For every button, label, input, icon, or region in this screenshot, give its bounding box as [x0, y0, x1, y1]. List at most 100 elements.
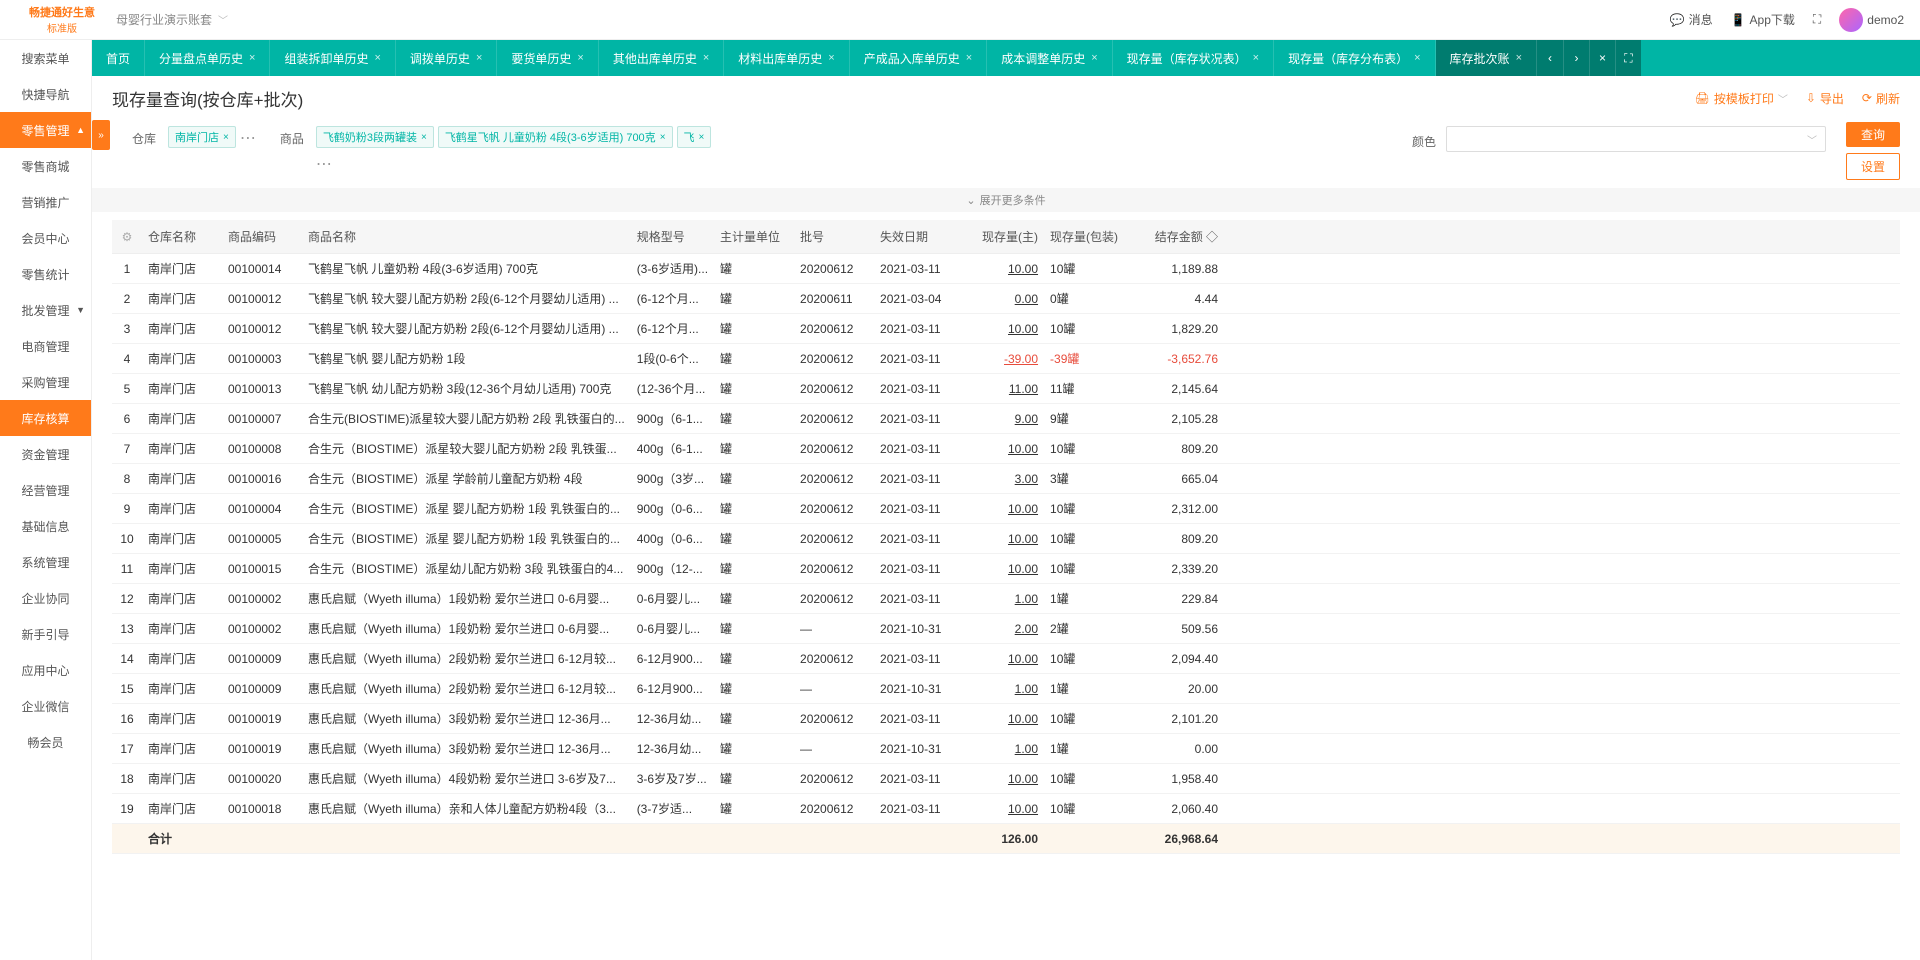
export-button[interactable]: ⇩ 导出 — [1806, 90, 1844, 107]
column-header[interactable]: 现存量(主) — [964, 220, 1044, 254]
sidebar-item-wecom[interactable]: 企业微信 — [0, 688, 91, 724]
sidebar-item-biz[interactable]: 经营管理 — [0, 472, 91, 508]
close-icon[interactable]: × — [828, 52, 834, 64]
table-row[interactable]: 7南岸门店00100008合生元（BIOSTIME）派星较大婴儿配方奶粉 2段 … — [112, 434, 1900, 464]
table-row[interactable]: 4南岸门店00100003飞鹤星飞帆 婴儿配方奶粉 1段1段(0-6个...罐2… — [112, 344, 1900, 374]
sidebar-item-retail[interactable]: 零售管理▲ — [0, 112, 91, 148]
close-icon[interactable]: × — [699, 132, 705, 143]
sidebar-item-promo[interactable]: 营销推广 — [0, 184, 91, 220]
qty-link[interactable]: 10.00 — [1008, 772, 1038, 786]
close-icon[interactable]: × — [374, 52, 380, 64]
close-icon[interactable]: × — [223, 132, 229, 143]
qty-link[interactable]: 9.00 — [1015, 412, 1038, 426]
filter-collapse-toggle[interactable]: » — [92, 120, 110, 150]
table-row[interactable]: 12南岸门店00100002惠氏启赋（Wyeth illuma）1段奶粉 爱尔兰… — [112, 584, 1900, 614]
refresh-button[interactable]: ⟳ 刷新 — [1862, 90, 1900, 107]
tab[interactable]: 首页 — [92, 40, 145, 76]
query-button[interactable]: 查询 — [1846, 122, 1900, 147]
tab[interactable]: 组装拆卸单历史× — [270, 40, 395, 76]
close-icon[interactable]: × — [1414, 52, 1420, 64]
tab[interactable]: 材料出库单历史× — [724, 40, 849, 76]
table-row[interactable]: 6南岸门店00100007合生元(BIOSTIME)派星较大婴儿配方奶粉 2段 … — [112, 404, 1900, 434]
qty-link[interactable]: 10.00 — [1008, 322, 1038, 336]
tab-next[interactable]: › — [1563, 40, 1589, 76]
close-icon[interactable]: × — [660, 132, 666, 143]
qty-link[interactable]: 0.00 — [1015, 292, 1038, 306]
table-row[interactable]: 15南岸门店00100009惠氏启赋（Wyeth illuma）2段奶粉 爱尔兰… — [112, 674, 1900, 704]
column-header[interactable]: 结存金额 ◇ — [1134, 220, 1224, 254]
table-row[interactable]: 1南岸门店00100014飞鹤星飞帆 儿童奶粉 4段(3-6岁适用) 700克(… — [112, 254, 1900, 284]
close-icon[interactable]: × — [1091, 52, 1097, 64]
tab-close-all[interactable]: × — [1589, 40, 1615, 76]
column-header[interactable]: 失效日期 — [874, 220, 964, 254]
app-download-button[interactable]: 📱 App下载 — [1731, 11, 1795, 28]
sidebar-item-fund[interactable]: 资金管理 — [0, 436, 91, 472]
goods-chip[interactable]: 飞× — [677, 126, 712, 148]
column-header[interactable]: ⚙ — [112, 220, 142, 254]
column-header[interactable]: 商品编码 — [222, 220, 302, 254]
column-header[interactable]: 批号 — [794, 220, 874, 254]
table-row[interactable]: 18南岸门店00100020惠氏启赋（Wyeth illuma）4段奶粉 爱尔兰… — [112, 764, 1900, 794]
tab[interactable]: 库存批次账× — [1436, 40, 1537, 76]
sidebar-item-purchase[interactable]: 采购管理 — [0, 364, 91, 400]
tab[interactable]: 其他出库单历史× — [599, 40, 724, 76]
tab[interactable]: 成本调整单历史× — [987, 40, 1112, 76]
close-icon[interactable]: × — [703, 52, 709, 64]
sidebar-item-corp[interactable]: 企业协同 — [0, 580, 91, 616]
sidebar-item-stat[interactable]: 零售统计 — [0, 256, 91, 292]
tab[interactable]: 现存量（库存状况表）× — [1113, 40, 1274, 76]
qty-link[interactable]: 3.00 — [1015, 472, 1038, 486]
close-icon[interactable]: × — [1516, 52, 1522, 64]
qty-link[interactable]: 10.00 — [1008, 802, 1038, 816]
fullscreen-button[interactable]: ⛶ — [1813, 12, 1821, 27]
tab[interactable]: 分量盘点单历史× — [145, 40, 270, 76]
sidebar-item-mall[interactable]: 零售商城 — [0, 148, 91, 184]
sidebar-item-apps[interactable]: 应用中心 — [0, 652, 91, 688]
tab-prev[interactable]: ‹ — [1537, 40, 1563, 76]
column-header[interactable]: 规格型号 — [631, 220, 714, 254]
column-header[interactable]: 仓库名称 — [142, 220, 222, 254]
account-selector[interactable]: 母婴行业演示账套 ﹀ — [116, 11, 228, 28]
goods-more[interactable]: ⋯ — [316, 152, 332, 174]
qty-link[interactable]: 1.00 — [1015, 682, 1038, 696]
table-row[interactable]: 8南岸门店00100016合生元（BIOSTIME）派星 学龄前儿童配方奶粉 4… — [112, 464, 1900, 494]
close-icon[interactable]: × — [966, 52, 972, 64]
color-select[interactable]: ﹀ — [1446, 126, 1826, 152]
close-icon[interactable]: × — [577, 52, 583, 64]
qty-link[interactable]: 1.00 — [1015, 742, 1038, 756]
messages-button[interactable]: 💬 消息 — [1670, 11, 1713, 28]
qty-link[interactable]: 10.00 — [1008, 532, 1038, 546]
warehouse-more[interactable]: ⋯ — [240, 126, 256, 148]
qty-link[interactable]: 2.00 — [1015, 622, 1038, 636]
table-row[interactable]: 17南岸门店00100019惠氏启赋（Wyeth illuma）3段奶粉 爱尔兰… — [112, 734, 1900, 764]
tab[interactable]: 产成品入库单历史× — [850, 40, 987, 76]
sidebar-item-wholesale[interactable]: 批发管理▼ — [0, 292, 91, 328]
table-row[interactable]: 13南岸门店00100002惠氏启赋（Wyeth illuma）1段奶粉 爱尔兰… — [112, 614, 1900, 644]
tab[interactable]: 调拨单历史× — [396, 40, 497, 76]
tab-fullscreen[interactable]: ⛶ — [1615, 40, 1641, 76]
settings-button[interactable]: 设置 — [1846, 153, 1900, 180]
table-row[interactable]: 2南岸门店00100012飞鹤星飞帆 较大婴儿配方奶粉 2段(6-12个月婴幼儿… — [112, 284, 1900, 314]
tab[interactable]: 现存量（库存分布表）× — [1274, 40, 1435, 76]
table-row[interactable]: 11南岸门店00100015合生元（BIOSTIME）派星幼儿配方奶粉 3段 乳… — [112, 554, 1900, 584]
goods-chip[interactable]: 飞鹤星飞帆 儿童奶粉 4段(3-6岁适用) 700克× — [438, 126, 673, 148]
close-icon[interactable]: × — [476, 52, 482, 64]
sidebar-item-quick[interactable]: 快捷导航 — [0, 76, 91, 112]
table-row[interactable]: 3南岸门店00100012飞鹤星飞帆 较大婴儿配方奶粉 2段(6-12个月婴幼儿… — [112, 314, 1900, 344]
sidebar-item-guide[interactable]: 新手引导 — [0, 616, 91, 652]
qty-link[interactable]: 10.00 — [1008, 262, 1038, 276]
close-icon[interactable]: × — [421, 132, 427, 143]
sidebar-item-member[interactable]: 会员中心 — [0, 220, 91, 256]
sidebar-item-search[interactable]: 搜索菜单 — [0, 40, 91, 76]
table-row[interactable]: 19南岸门店00100018惠氏启赋（Wyeth illuma）亲和人体儿童配方… — [112, 794, 1900, 824]
table-row[interactable]: 9南岸门店00100004合生元（BIOSTIME）派星 婴儿配方奶粉 1段 乳… — [112, 494, 1900, 524]
column-header[interactable]: 现存量(包装) — [1044, 220, 1134, 254]
user-menu[interactable]: demo2 — [1839, 8, 1904, 32]
qty-link[interactable]: 10.00 — [1008, 712, 1038, 726]
qty-link[interactable]: 1.00 — [1015, 592, 1038, 606]
qty-link[interactable]: 10.00 — [1008, 502, 1038, 516]
column-header[interactable]: 商品名称 — [302, 220, 631, 254]
tab[interactable]: 要货单历史× — [497, 40, 598, 76]
warehouse-chip[interactable]: 南岸门店 × — [168, 126, 236, 148]
sidebar-item-inv[interactable]: 库存核算 — [0, 400, 91, 436]
